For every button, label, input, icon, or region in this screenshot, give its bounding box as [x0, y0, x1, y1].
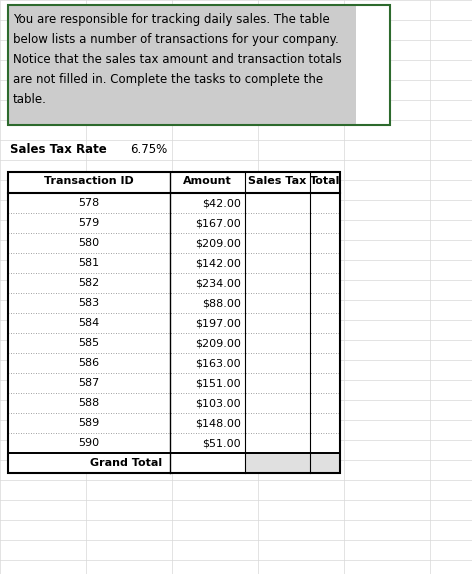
Text: Transaction ID: Transaction ID	[44, 176, 134, 186]
Text: $142.00: $142.00	[195, 258, 241, 268]
Text: $209.00: $209.00	[195, 338, 241, 348]
Text: 578: 578	[78, 198, 100, 208]
Text: 585: 585	[78, 338, 100, 348]
Text: 580: 580	[78, 238, 100, 248]
Bar	[8, 172, 340, 473]
Text: $163.00: $163.00	[195, 358, 241, 368]
Text: Grand Total: Grand Total	[91, 458, 162, 468]
Text: Total: Total	[310, 176, 340, 186]
Text: $151.00: $151.00	[195, 378, 241, 388]
Bar	[9, 6, 389, 124]
Text: $167.00: $167.00	[195, 218, 241, 228]
Text: 581: 581	[78, 258, 100, 268]
Text: Sales Tax Rate: Sales Tax Rate	[10, 143, 107, 156]
Bar	[8, 172, 340, 473]
Text: 589: 589	[78, 418, 100, 428]
Text: 586: 586	[78, 358, 100, 368]
Text: $148.00: $148.00	[195, 418, 241, 428]
Text: $51.00: $51.00	[202, 438, 241, 448]
Text: 584: 584	[78, 318, 100, 328]
Text: You are responsible for tracking daily sales. The table: You are responsible for tracking daily s…	[13, 13, 330, 26]
Text: Notice that the sales tax amount and transaction totals: Notice that the sales tax amount and tra…	[13, 53, 342, 66]
Text: 590: 590	[78, 438, 100, 448]
Text: $103.00: $103.00	[195, 398, 241, 408]
Bar	[8, 5, 390, 125]
Text: 582: 582	[78, 278, 100, 288]
Text: 579: 579	[78, 218, 100, 228]
Text: Sales Tax: Sales Tax	[248, 176, 307, 186]
Text: $197.00: $197.00	[195, 318, 241, 328]
Text: 583: 583	[78, 298, 100, 308]
Text: below lists a number of transactions for your company.: below lists a number of transactions for…	[13, 33, 339, 46]
Bar	[245, 453, 340, 473]
Text: table.: table.	[13, 93, 47, 106]
Text: $209.00: $209.00	[195, 238, 241, 248]
Text: Amount: Amount	[183, 176, 232, 186]
Text: $88.00: $88.00	[202, 298, 241, 308]
Text: $234.00: $234.00	[195, 278, 241, 288]
Text: are not filled in. Complete the tasks to complete the: are not filled in. Complete the tasks to…	[13, 73, 323, 86]
Bar	[9, 6, 356, 124]
Text: 6.75%: 6.75%	[130, 143, 167, 156]
Text: 588: 588	[78, 398, 100, 408]
Text: 587: 587	[78, 378, 100, 388]
Text: $42.00: $42.00	[202, 198, 241, 208]
